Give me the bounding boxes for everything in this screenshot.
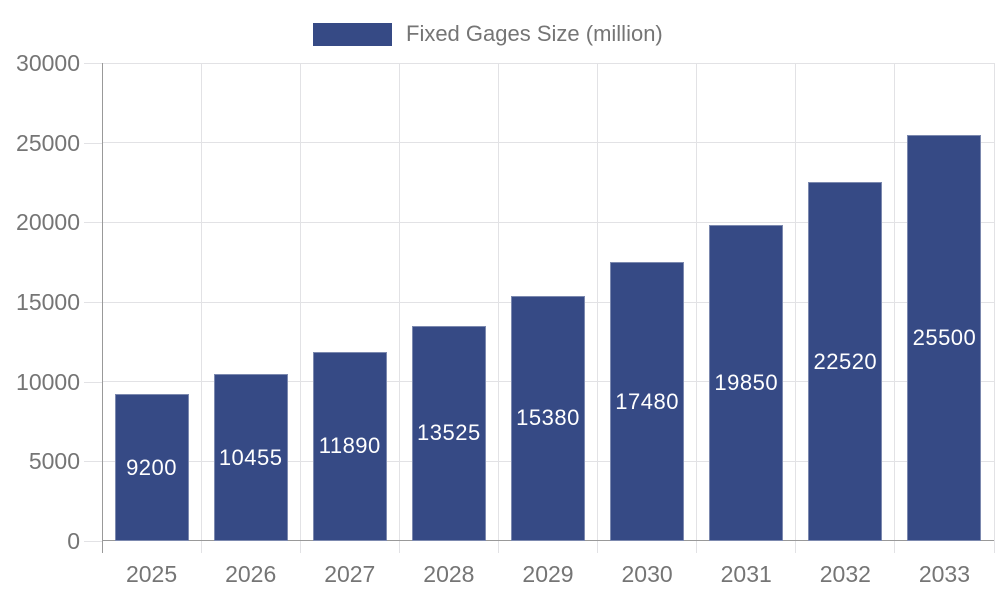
bar-value-label: 13525 — [417, 420, 481, 446]
vertical-gridline — [795, 63, 797, 553]
vertical-gridline — [398, 63, 400, 553]
x-axis-tick-label: 2032 — [819, 561, 871, 587]
y-axis-tick-label: 0 — [67, 528, 80, 554]
x-axis-tick-label: 2026 — [225, 561, 277, 587]
bar-value-label: 19850 — [714, 369, 779, 395]
x-axis-tick-label: 2029 — [522, 561, 574, 587]
bar[interactable]: 9200 — [114, 394, 189, 541]
x-axis-tick-label: 2028 — [423, 561, 475, 587]
x-axis-tick-label: 2025 — [125, 561, 178, 587]
bar[interactable]: 25500 — [907, 134, 982, 541]
vertical-gridline — [497, 63, 499, 553]
y-axis-tick-label: 15000 — [16, 289, 80, 315]
x-axis-tick-label: 2031 — [720, 561, 772, 587]
y-axis-tick-label: 25000 — [16, 129, 80, 156]
bar-value-label: 10455 — [218, 444, 283, 470]
bar[interactable]: 22520 — [808, 182, 883, 541]
vertical-gridline — [894, 63, 896, 553]
vertical-gridline — [200, 63, 202, 553]
bar[interactable]: 15380 — [511, 295, 585, 541]
y-axis-tick — [84, 222, 102, 224]
x-axis-tick-label: 2033 — [918, 561, 971, 587]
vertical-gridline — [597, 63, 599, 553]
y-axis-tick — [84, 381, 102, 383]
vertical-gridline — [696, 63, 698, 553]
bar-value-label: 9200 — [126, 454, 178, 480]
y-axis-tick-label: 5000 — [28, 448, 80, 475]
y-axis-tick — [84, 142, 102, 144]
bar-value-label: 25500 — [912, 324, 977, 350]
y-axis-tick-label: 10000 — [16, 368, 80, 395]
y-axis-line — [102, 63, 103, 553]
bar-value-label: 11890 — [318, 433, 381, 459]
y-axis-tick — [84, 541, 102, 542]
vertical-gridline — [993, 63, 995, 553]
bar[interactable]: 11890 — [312, 351, 387, 541]
y-axis-tick — [84, 461, 102, 463]
bar[interactable]: 10455 — [213, 374, 288, 541]
horizontal-gridline — [102, 62, 994, 64]
horizontal-gridline — [102, 142, 994, 144]
x-axis-tick-label: 2027 — [324, 561, 376, 587]
y-axis-tick — [84, 63, 102, 64]
vertical-gridline — [299, 63, 301, 553]
bar[interactable]: 17480 — [610, 262, 685, 541]
bar-value-label: 15380 — [516, 405, 580, 431]
bar[interactable]: 13525 — [411, 325, 486, 541]
bar-value-label: 22520 — [813, 348, 878, 374]
x-axis-tick-label: 2030 — [621, 561, 673, 587]
y-axis-tick-label: 20000 — [16, 209, 80, 236]
horizontal-gridline — [102, 221, 994, 223]
y-axis-tick-label: 30000 — [16, 50, 80, 76]
bar-value-label: 17480 — [615, 388, 679, 414]
legend-item[interactable]: Fixed Gages Size (million) — [313, 21, 663, 47]
legend-label: Fixed Gages Size (million) — [406, 21, 663, 46]
plot-area: 9200 10455 11890 13525 15380 17480 19850 22520 2… — [102, 62, 995, 553]
bar[interactable]: 19850 — [709, 224, 784, 541]
legend-swatch — [313, 22, 392, 46]
y-axis-tick — [84, 302, 102, 303]
